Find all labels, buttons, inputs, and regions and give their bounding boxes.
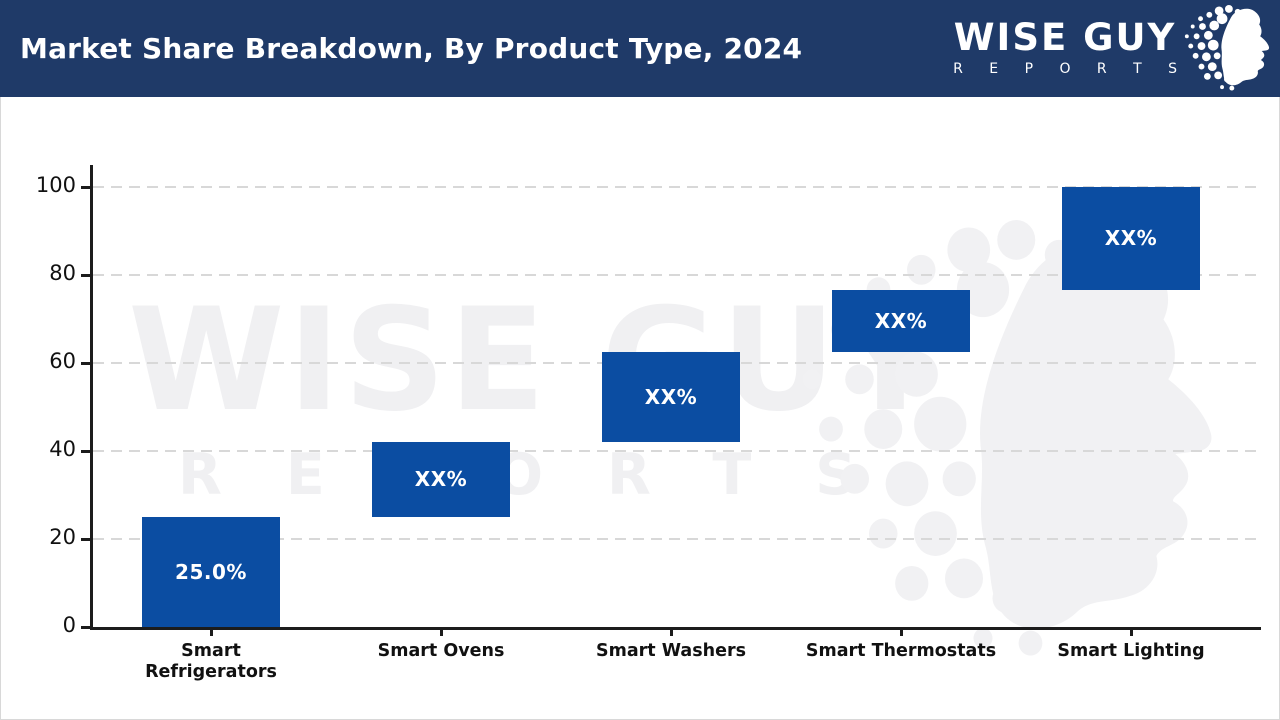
bar-value-label-smart-washers: XX% [644,385,698,410]
bar-smart-ovens: XX% [372,441,510,517]
header-band: Market Share Breakdown, By Product Type,… [0,0,1280,97]
x-tick-label-smart-thermostats: Smart Thermostats [805,641,997,661]
y-tick-label-40: 40 [49,436,76,461]
y-tick-mark-40 [81,449,90,453]
bar-smart-refrigerators: 25.0% [142,516,280,627]
page-title: Market Share Breakdown, By Product Type,… [20,32,803,65]
gridline-20 [93,537,1261,540]
watermark-subtitle: REPORTS [178,442,921,508]
bar-value-label-smart-thermostats: XX% [874,308,928,333]
y-tick-label-20: 20 [49,524,76,549]
bar-value-label-smart-lighting: XX% [1104,226,1158,251]
logo-text: WISE GUY R E P O R T S [942,15,1188,79]
gridline-40 [93,449,1261,452]
y-tick-mark-20 [81,537,90,541]
x-tick-label-smart-lighting: Smart Lighting [1057,641,1205,661]
y-tick-mark-0 [81,626,90,629]
bar-value-label-smart-refrigerators: 25.0% [175,559,247,584]
x-tick-mark-smart-lighting [1130,629,1133,636]
bar-smart-washers: XX% [602,352,740,442]
x-tick-label-smart-refrigerators: Smart Refrigerators [145,641,277,682]
x-tick-mark-smart-refrigerators [210,629,213,636]
y-tick-label-100: 100 [35,172,76,197]
y-tick-label-0: 0 [62,613,76,637]
y-tick-mark-80 [81,273,90,277]
y-tick-label-60: 60 [49,348,76,373]
y-tick-mark-60 [81,361,90,365]
logo-subtitle: R E P O R T S [953,60,1188,77]
x-tick-mark-smart-ovens [440,629,443,636]
bar-smart-thermostats: XX% [832,289,970,353]
watermark-wordmark: WISE GUY [128,278,945,443]
gridline-80 [93,273,1261,276]
logo-wordmark: WISE GUY [953,15,1177,59]
bar-value-label-smart-ovens: XX% [414,467,468,492]
wise-guy-reports-logo: WISE GUY R E P O R T S [942,0,1280,97]
x-tick-label-smart-ovens: Smart Ovens [377,641,505,661]
y-tick-label-80: 80 [49,260,76,285]
y-tick-mark-100 [81,185,90,189]
bar-smart-lighting: XX% [1062,186,1200,290]
logo-head-icon [1184,4,1270,91]
gridline-100 [93,185,1261,188]
x-tick-mark-smart-thermostats [900,629,903,636]
x-tick-mark-smart-washers [670,629,673,636]
x-tick-label-smart-washers: Smart Washers [595,641,746,661]
